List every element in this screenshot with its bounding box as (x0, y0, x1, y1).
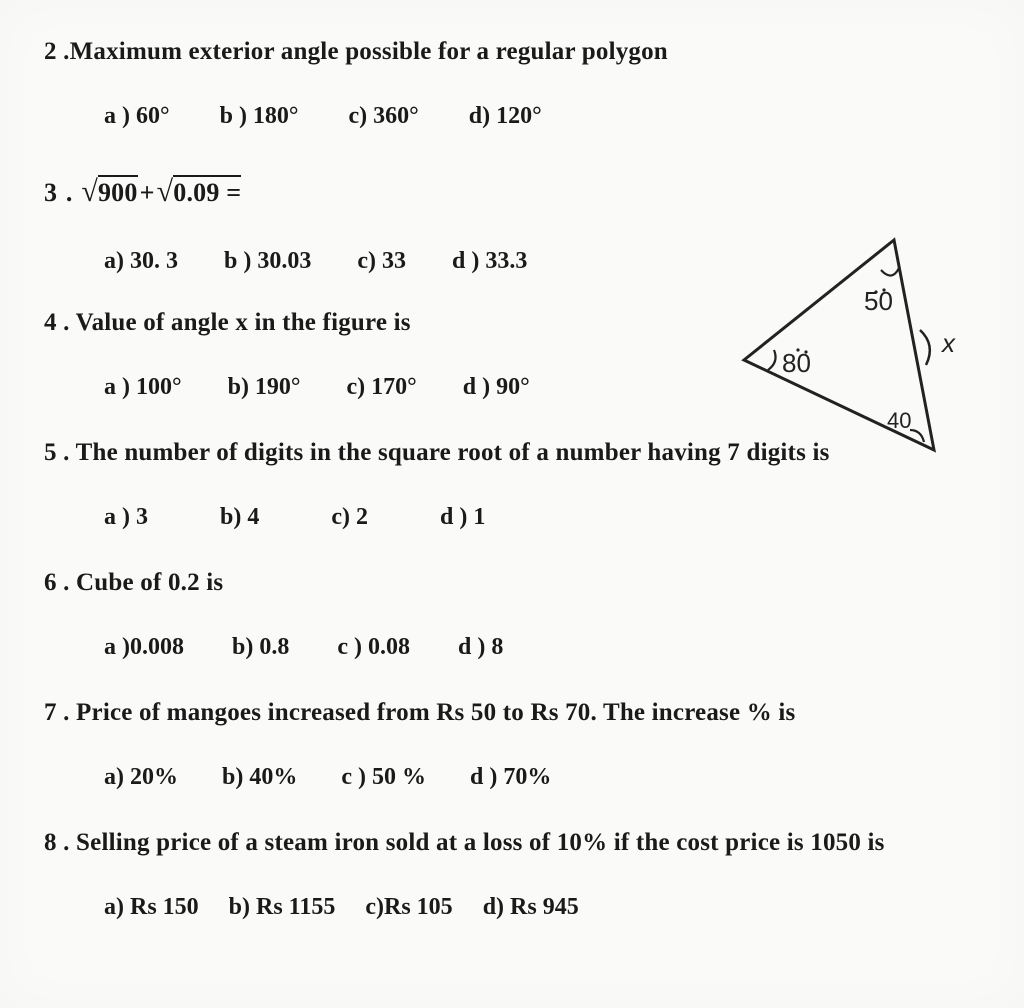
option-b: b) 0.8 (232, 634, 289, 661)
option-d: d) 120° (469, 103, 542, 130)
option-c: c ) 0.08 (337, 634, 410, 661)
options-row: a) 20% b) 40% c ) 50 % d ) 70% (104, 764, 994, 791)
question-8: 8 . Selling price of a steam iron sold a… (44, 825, 994, 921)
option-b: b) 4 (220, 504, 259, 531)
option-b: b) 190° (228, 374, 301, 401)
question-text: 2 .Maximum exterior angle possible for a… (44, 34, 994, 69)
q-number: 3 (44, 175, 57, 211)
question-7: 7 . Price of mangoes increased from Rs 5… (44, 695, 994, 791)
option-a: a )0.008 (104, 634, 184, 661)
question-text: 7 . Price of mangoes increased from Rs 5… (44, 695, 994, 730)
q-number: 8 (44, 829, 57, 856)
option-c: c) 2 (331, 504, 368, 531)
sqrt-icon: √ (81, 171, 98, 213)
plus: + (140, 175, 155, 211)
radicand-1: 900 (98, 175, 138, 211)
option-c: c) 170° (347, 374, 417, 401)
arc-top (881, 268, 899, 276)
option-d: d ) 8 (458, 634, 503, 661)
options-row: a )0.008 b) 0.8 c ) 0.08 d ) 8 (104, 634, 994, 661)
option-b: b ) 180° (220, 103, 299, 130)
options-row: a) Rs 150 b) Rs 1155 c)Rs 105 d) Rs 945 (104, 894, 994, 921)
arc-exterior (920, 330, 930, 365)
worksheet-page: 2 .Maximum exterior angle possible for a… (0, 0, 1024, 1008)
option-c: c)Rs 105 (365, 894, 452, 921)
question-expression: 3 . √ 900 + √ 0.09 = (44, 172, 241, 214)
option-b: b ) 30.03 (224, 248, 311, 275)
option-a: a) 20% (104, 764, 178, 791)
option-a: a ) 100° (104, 374, 182, 401)
option-a: a ) 60° (104, 103, 170, 130)
q-number: 5 (44, 439, 57, 466)
q-body: . Price of mangoes increased from Rs 50 … (63, 699, 795, 726)
q-body: . Value of angle x in the figure is (63, 309, 411, 336)
option-c: c) 33 (357, 248, 406, 275)
sqrt-icon: √ (157, 171, 174, 213)
angle-x-label: x (940, 328, 956, 358)
q-body: . The number of digits in the square roo… (63, 439, 829, 466)
q-body: . Selling price of a steam iron sold at … (63, 829, 884, 856)
option-c: c ) 50 % (341, 764, 426, 791)
q-number: 6 (44, 569, 57, 596)
angle-left-label: 80 (782, 348, 811, 378)
option-a: a ) 3 (104, 504, 148, 531)
question-6: 6 . Cube of 0.2 is a )0.008 b) 0.8 c ) 0… (44, 565, 994, 661)
q-body: . Cube of 0.2 is (63, 569, 223, 596)
question-2: 2 .Maximum exterior angle possible for a… (44, 34, 994, 130)
q-number: 2 (44, 38, 57, 65)
triangle-figure: 50 80 40 x (724, 230, 984, 460)
radicand-2: 0.09 = (173, 175, 241, 211)
option-d: d ) 33.3 (452, 248, 527, 275)
option-a: a) 30. 3 (104, 248, 178, 275)
question-text: 8 . Selling price of a steam iron sold a… (44, 825, 994, 860)
angle-top-label: 50 (864, 286, 893, 316)
option-b: b) Rs 1155 (229, 894, 336, 921)
option-d: d ) 1 (440, 504, 485, 531)
question-text: 6 . Cube of 0.2 is (44, 565, 994, 600)
arc-left (768, 350, 776, 370)
option-b: b) 40% (222, 764, 297, 791)
option-d: d ) 70% (470, 764, 551, 791)
q-number: 7 (44, 699, 57, 726)
option-d: d ) 90° (463, 374, 530, 401)
q-body: .Maximum exterior angle possible for a r… (63, 38, 668, 65)
angle-bottom-label: 40 (887, 408, 911, 433)
options-row: a ) 3 b) 4 c) 2 d ) 1 (104, 504, 994, 531)
dot: . (59, 175, 79, 211)
option-d: d) Rs 945 (483, 894, 579, 921)
option-a: a) Rs 150 (104, 894, 199, 921)
options-row: a ) 60° b ) 180° c) 360° d) 120° (104, 103, 994, 130)
q-number: 4 (44, 309, 57, 336)
option-c: c) 360° (349, 103, 419, 130)
